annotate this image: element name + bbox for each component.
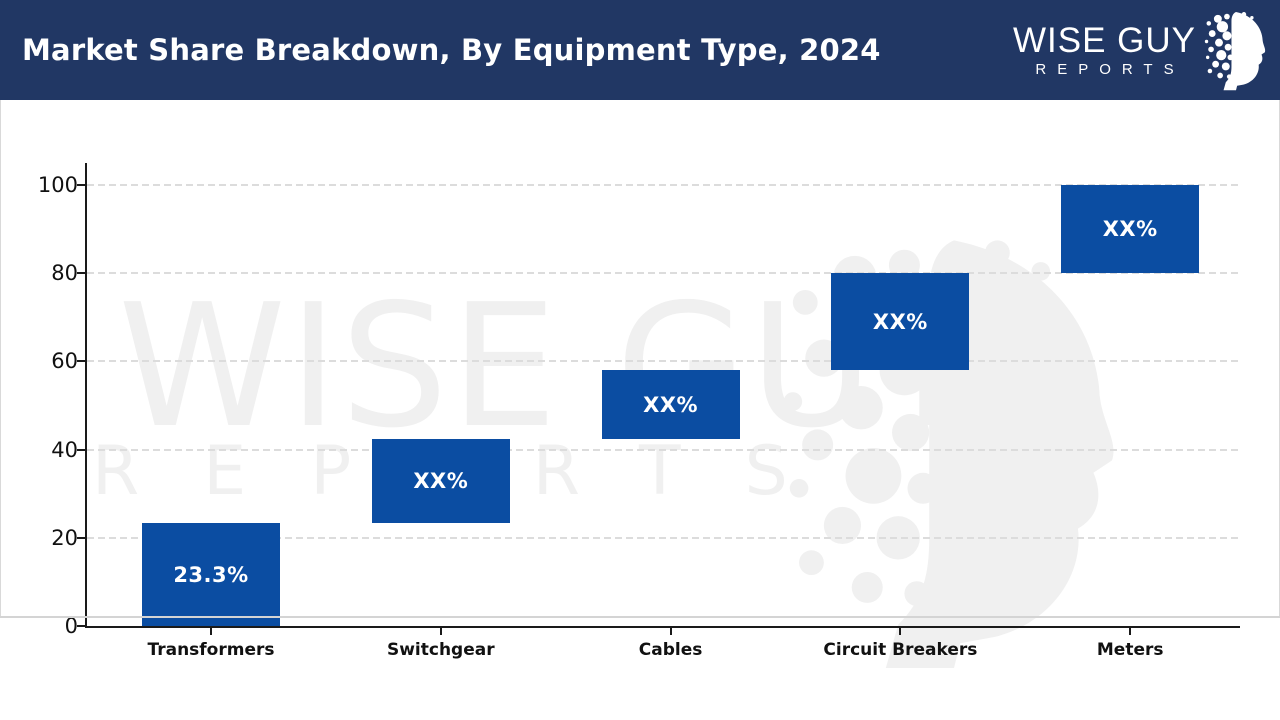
header-bar: Market Share Breakdown, By Equipment Typ… [0, 0, 1280, 100]
plot-area: 0 20 40 60 80 100 23.3% Transformers XX% Switchge… [0, 100, 1280, 716]
gridline [87, 184, 1240, 186]
y-tick [77, 272, 85, 275]
y-tick [77, 448, 85, 451]
y-tick [77, 536, 85, 539]
x-axis-label: Cables [638, 640, 703, 660]
y-tick [77, 625, 85, 627]
x-axis-label: Meters [1096, 640, 1164, 660]
y-tick-label: 20 [51, 525, 78, 550]
bar: XX% [831, 273, 970, 371]
y-tick-label: 60 [51, 349, 78, 374]
y-axis-line [85, 163, 87, 628]
wise-guy-logo: WISE GUY REPORTS [1013, 9, 1280, 91]
x-tick [1129, 628, 1132, 635]
bar-value-label: XX% [643, 392, 699, 417]
x-axis-label: Switchgear [386, 640, 495, 660]
bar-value-label: XX% [1102, 217, 1158, 242]
logo-text: WISE GUY REPORTS [1013, 23, 1196, 77]
gridline [87, 272, 1240, 275]
y-tick-label: 100 [37, 173, 78, 197]
x-tick [899, 628, 902, 635]
x-tick [669, 628, 672, 635]
chart-title: Market Share Breakdown, By Equipment Typ… [22, 33, 881, 67]
bar: XX% [601, 370, 740, 440]
bar: XX% [371, 439, 510, 524]
bar-value-label: XX% [872, 309, 928, 334]
gridline [87, 360, 1240, 363]
y-tick-label: 0 [64, 614, 78, 638]
y-tick-label: 80 [51, 261, 78, 286]
gridline [87, 536, 1240, 539]
y-tick [77, 360, 85, 363]
bar-value-label: 23.3% [173, 562, 249, 587]
frame-border-left [0, 100, 1, 618]
frame-border-bottom [0, 616, 1280, 618]
y-tick-label: 40 [51, 437, 78, 462]
logo-subtitle: REPORTS [1035, 61, 1185, 78]
x-axis-label: Transformers [147, 640, 275, 660]
logo-wordmark: WISE GUY [1012, 21, 1196, 60]
bar-value-label: XX% [413, 469, 469, 494]
bar: 23.3% [142, 523, 280, 626]
x-axis-line [85, 626, 1240, 628]
y-tick [77, 184, 85, 186]
x-axis-label: Circuit Breakers [823, 640, 978, 660]
x-tick [439, 628, 442, 635]
x-tick [210, 628, 212, 635]
gridline [87, 448, 1240, 451]
bar: XX% [1061, 185, 1200, 274]
logo-head-icon [1204, 12, 1266, 91]
